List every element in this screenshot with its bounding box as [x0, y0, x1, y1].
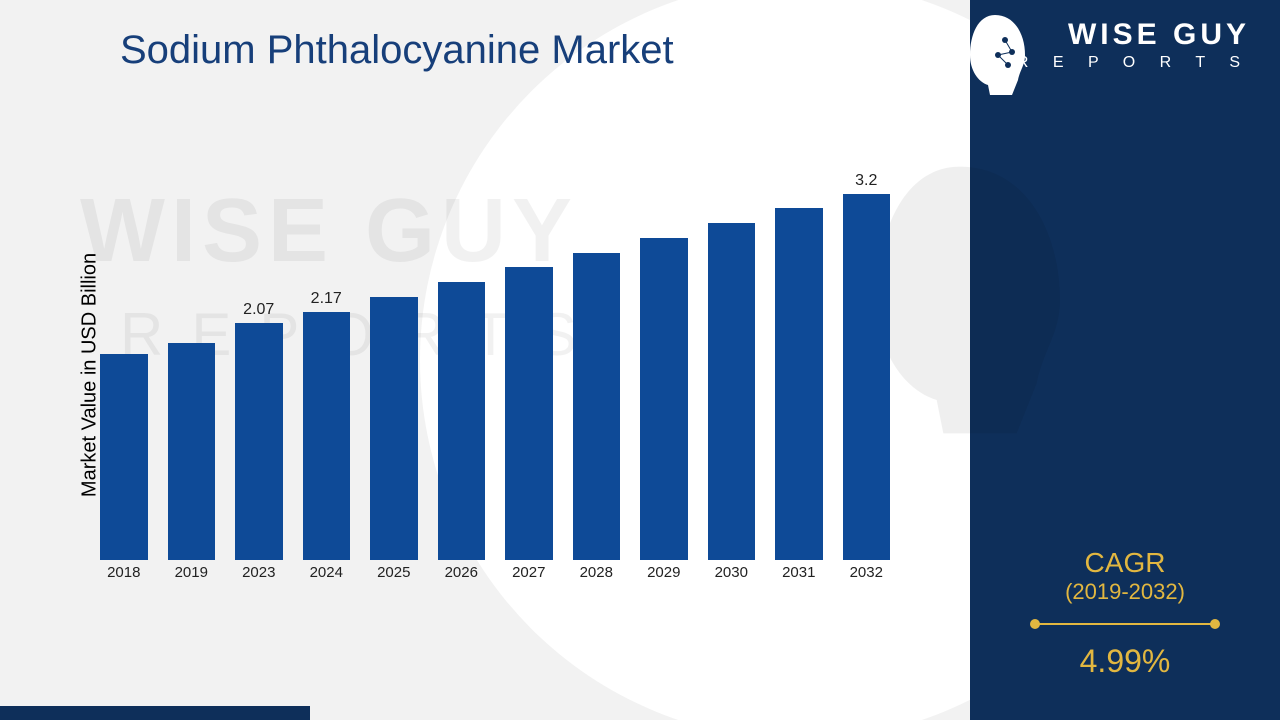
- cagr-callout: CAGR (2019-2032) 4.99%: [1000, 547, 1250, 680]
- bar-column: 3.2: [843, 160, 891, 560]
- bar-value-label: 3.2: [855, 172, 877, 190]
- bar: [168, 343, 216, 560]
- x-axis-labels: 2018 2019 2023 2024 2025 2026 2027 2028 2029 2030…: [90, 564, 900, 590]
- infographic-canvas: Sodium Phthalocyanine Market WISE GUY R …: [0, 0, 1280, 720]
- head-icon: [960, 10, 1030, 100]
- bar: [235, 323, 283, 560]
- x-tick-label: 2032: [843, 564, 891, 590]
- bar: [370, 297, 418, 560]
- bar-column: [708, 160, 756, 560]
- bar-column: [640, 160, 688, 560]
- bar-column: [370, 160, 418, 560]
- bar: [303, 312, 351, 560]
- bar: [640, 238, 688, 560]
- bar-value-label: 2.17: [311, 290, 342, 308]
- cagr-title: CAGR: [1000, 547, 1250, 579]
- bar-column: [438, 160, 486, 560]
- bar-column: [775, 160, 823, 560]
- x-tick-label: 2023: [235, 564, 283, 590]
- bar: [843, 194, 891, 560]
- bar: [100, 354, 148, 560]
- bar-column: 2.07: [235, 160, 283, 560]
- bar: [438, 282, 486, 560]
- cagr-divider: [1035, 623, 1215, 625]
- plot-area: 2.07 2.17 3.2: [90, 160, 900, 560]
- x-tick-label: 2019: [168, 564, 216, 590]
- x-tick-label: 2024: [303, 564, 351, 590]
- bar-value-label: 2.07: [243, 301, 274, 319]
- cagr-value: 4.99%: [1000, 643, 1250, 680]
- x-tick-label: 2027: [505, 564, 553, 590]
- bottom-accent-bar: [0, 706, 310, 720]
- x-tick-label: 2026: [438, 564, 486, 590]
- bar: [573, 253, 621, 560]
- chart-title: Sodium Phthalocyanine Market: [120, 28, 674, 73]
- bar: [708, 223, 756, 560]
- cagr-years: (2019-2032): [1000, 579, 1250, 605]
- x-tick-label: 2029: [640, 564, 688, 590]
- bar-column: 2.17: [303, 160, 351, 560]
- bar-column: [168, 160, 216, 560]
- logo-line2: R E P O R T S: [1017, 54, 1250, 72]
- bar: [775, 208, 823, 560]
- x-tick-label: 2025: [370, 564, 418, 590]
- bar-chart: Market Value in USD Billion 2.072.173.2 …: [50, 160, 900, 590]
- x-tick-label: 2018: [100, 564, 148, 590]
- logo-line1: WISE GUY: [1017, 18, 1250, 52]
- x-tick-label: 2030: [708, 564, 756, 590]
- bar-column: [505, 160, 553, 560]
- bar-column: [573, 160, 621, 560]
- x-tick-label: 2031: [775, 564, 823, 590]
- brand-logo: WISE GUY R E P O R T S: [1017, 18, 1250, 72]
- bar-column: [100, 160, 148, 560]
- x-tick-label: 2028: [573, 564, 621, 590]
- bar: [505, 267, 553, 560]
